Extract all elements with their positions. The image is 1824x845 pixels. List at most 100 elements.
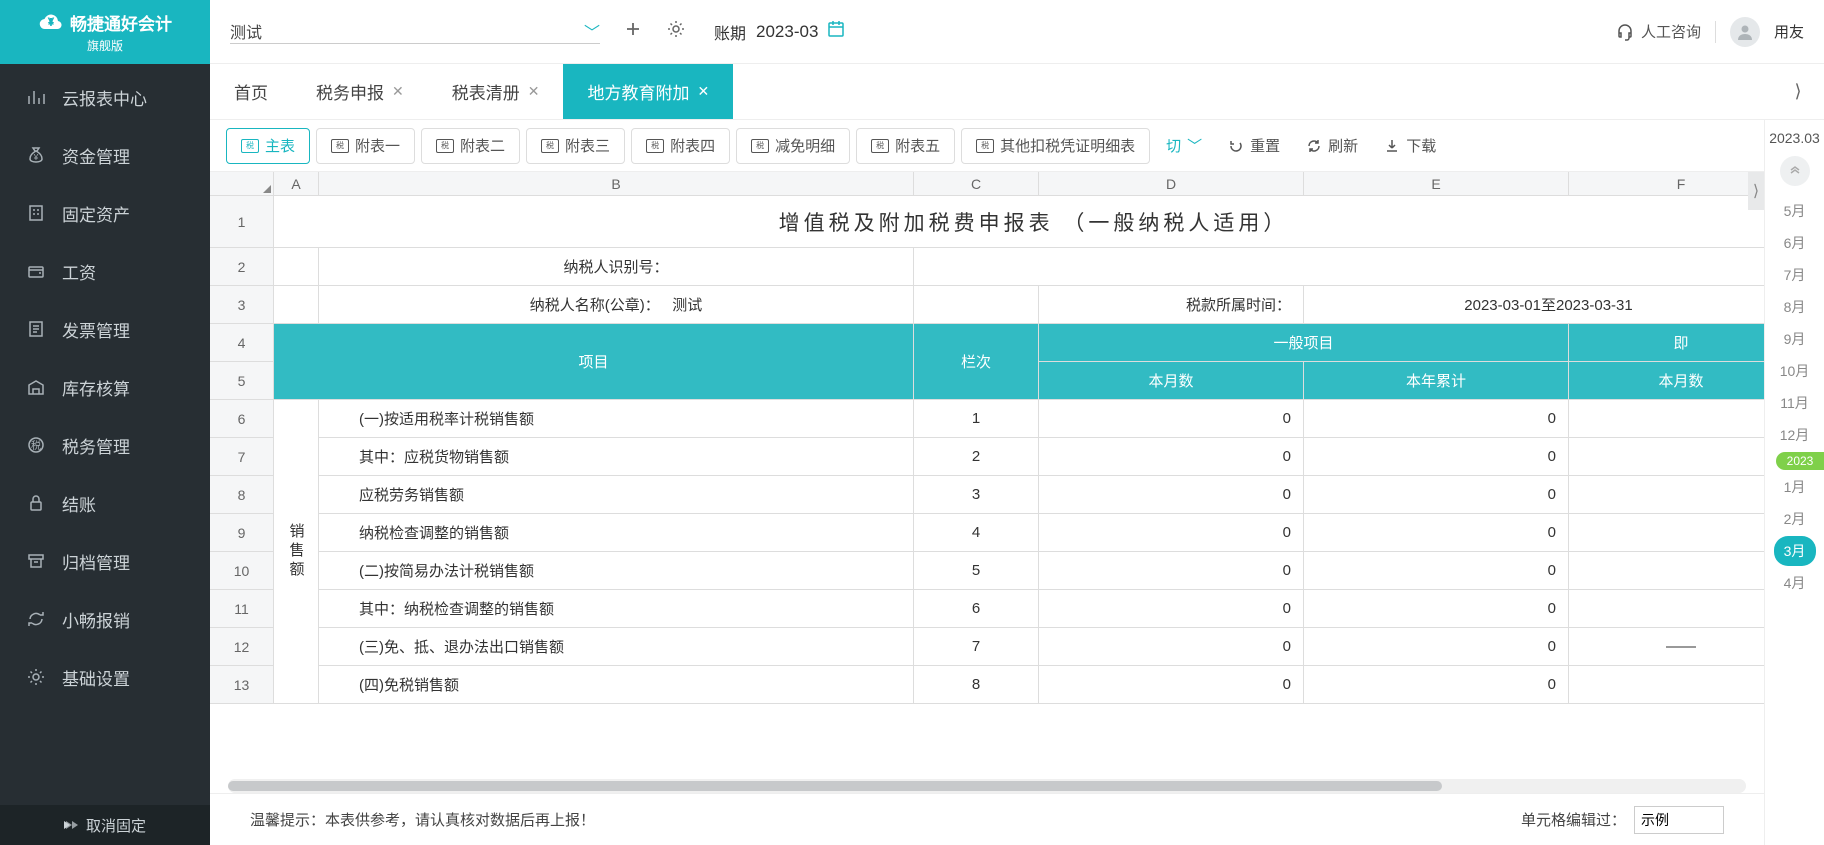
sheet-icon: 税 [751,139,769,153]
horizontal-scrollbar[interactable] [228,779,1746,793]
subtab-5[interactable]: 税减免明细 [736,128,850,164]
month-6月[interactable]: 6月 [1774,228,1816,258]
settings-button[interactable] [666,19,686,44]
consult-button[interactable]: 人工咨询 [1615,21,1701,42]
sidebar-item-label: 固定资产 [62,201,130,226]
reset-button[interactable]: 重置 [1228,135,1280,156]
subtab-label: 附表二 [460,135,505,156]
month-11月[interactable]: 11月 [1774,388,1816,418]
cell: (四)免税销售额 [319,666,914,704]
logo: ¥ 畅捷通好会计 旗舰版 [0,0,210,64]
scroll-up-button[interactable] [1780,156,1810,186]
add-button[interactable] [624,20,642,43]
cell: 本年累计 [1304,362,1569,400]
tab-home[interactable]: 首页 [210,64,292,119]
svg-text:¥: ¥ [48,15,55,29]
close-icon[interactable]: ✕ [697,83,709,100]
tabs-overflow[interactable]: ⟩ [1778,64,1818,119]
sidebar-item-salary[interactable]: 工资 [0,242,210,300]
cell: 纳税检查调整的销售额 [319,514,914,552]
refresh-button[interactable]: 刷新 [1306,135,1358,156]
cell: A [274,172,319,196]
sidebar-collapse[interactable]: 取消固定 [0,805,210,845]
subtab-label: 附表一 [355,135,400,156]
scrollbar-thumb[interactable] [228,781,1442,791]
subtab-1[interactable]: 税附表一 [316,128,415,164]
toolbar: 切 ﹀ 重置 刷新 下载 [1166,135,1436,156]
sheet-icon: 税 [436,139,454,153]
org-selector[interactable]: 测试 ﹀ [230,20,600,44]
cell: 0 [1039,514,1304,552]
tab-tax-list[interactable]: 税表清册✕ [428,64,564,119]
tab-label: 地方教育附加 [587,79,689,104]
edit-label: 单元格编辑过： [1521,809,1626,830]
cell: 本月数 [1569,362,1764,400]
cell [210,172,274,196]
sidebar-item-label: 资金管理 [62,143,130,168]
month-12月[interactable]: 12月 [1774,420,1816,450]
sidebar-item-inventory[interactable]: 库存核算 [0,358,210,416]
cell: 3 [914,476,1039,514]
sheet-icon: 税 [241,139,259,153]
sidebar-item-label: 云报表中心 [62,85,147,110]
subtab-2[interactable]: 税附表二 [421,128,520,164]
subtab-0[interactable]: 税主表 [226,128,310,164]
sidebar-item-expense[interactable]: 小畅报销 [0,590,210,648]
sidebar-item-close[interactable]: 结账 [0,474,210,532]
user-icon [1735,22,1755,42]
download-label: 下载 [1406,135,1436,156]
period-value: 2023-03 [756,22,818,42]
close-icon[interactable]: ✕ [392,83,404,100]
sidebar-item-funds[interactable]: ¥ 资金管理 [0,126,210,184]
sidebar-item-reports[interactable]: 云报表中心 [0,68,210,126]
sheet-icon: 税 [541,139,559,153]
tab-local-edu[interactable]: 地方教育附加 ✕ [563,64,733,119]
chevron-down-icon: ﹀ [1187,135,1202,156]
avatar[interactable] [1730,17,1760,47]
cell: 0 [1304,514,1569,552]
subtab-6[interactable]: 税附表五 [856,128,955,164]
cell: 6 [210,400,274,438]
cut-button[interactable]: 切 ﹀ [1166,135,1202,156]
svg-text:¥: ¥ [33,153,39,162]
month-2月[interactable]: 2月 [1774,504,1816,534]
month-5月[interactable]: 5月 [1774,196,1816,226]
month-1月[interactable]: 1月 [1774,472,1816,502]
month-3月[interactable]: 3月 [1774,536,1816,566]
month-9月[interactable]: 9月 [1774,324,1816,354]
close-icon[interactable]: ✕ [528,83,540,100]
cell: 应税劳务销售额 [319,476,914,514]
cell: 12 [210,628,274,666]
cell: B [319,172,914,196]
sidebar: ¥ 畅捷通好会计 旗舰版 云报表中心 ¥ 资金管理 固定资产 工资 发票管理 库存… [0,0,210,845]
sidebar-item-archive[interactable]: 归档管理 [0,532,210,590]
example-input[interactable] [1634,806,1724,834]
cell: 0 [1039,438,1304,476]
sidebar-item-assets[interactable]: 固定资产 [0,184,210,242]
brand-edition: 旗舰版 [87,37,123,54]
download-button[interactable]: 下载 [1384,135,1436,156]
subtab-3[interactable]: 税附表三 [526,128,625,164]
cell [1569,400,1764,438]
subtab-7[interactable]: 税其他扣税凭证明细表 [961,128,1150,164]
expand-handle[interactable]: ⟩ [1748,172,1764,210]
month-8月[interactable]: 8月 [1774,292,1816,322]
sidebar-item-label: 结账 [62,491,96,516]
subtab-label: 减免明细 [775,135,835,156]
month-10月[interactable]: 10月 [1774,356,1816,386]
sheet-icon: 税 [976,139,994,153]
sidebar-item-settings[interactable]: 基础设置 [0,648,210,706]
calendar-button[interactable] [826,19,846,44]
tab-tax-declare[interactable]: 税务申报✕ [292,64,428,119]
cell: 0 [1039,628,1304,666]
month-4月[interactable]: 4月 [1774,568,1816,598]
cell: 税款所属时间： [1039,286,1304,324]
sidebar-item-tax[interactable]: 税税务管理 [0,416,210,474]
subtab-4[interactable]: 税附表四 [631,128,730,164]
month-7月[interactable]: 7月 [1774,260,1816,290]
cell: 0 [1304,552,1569,590]
sidebar-item-invoice[interactable]: 发票管理 [0,300,210,358]
subtab-label: 主表 [265,135,295,156]
sidebar-item-label: 库存核算 [62,375,130,400]
cell: F [1569,172,1764,196]
